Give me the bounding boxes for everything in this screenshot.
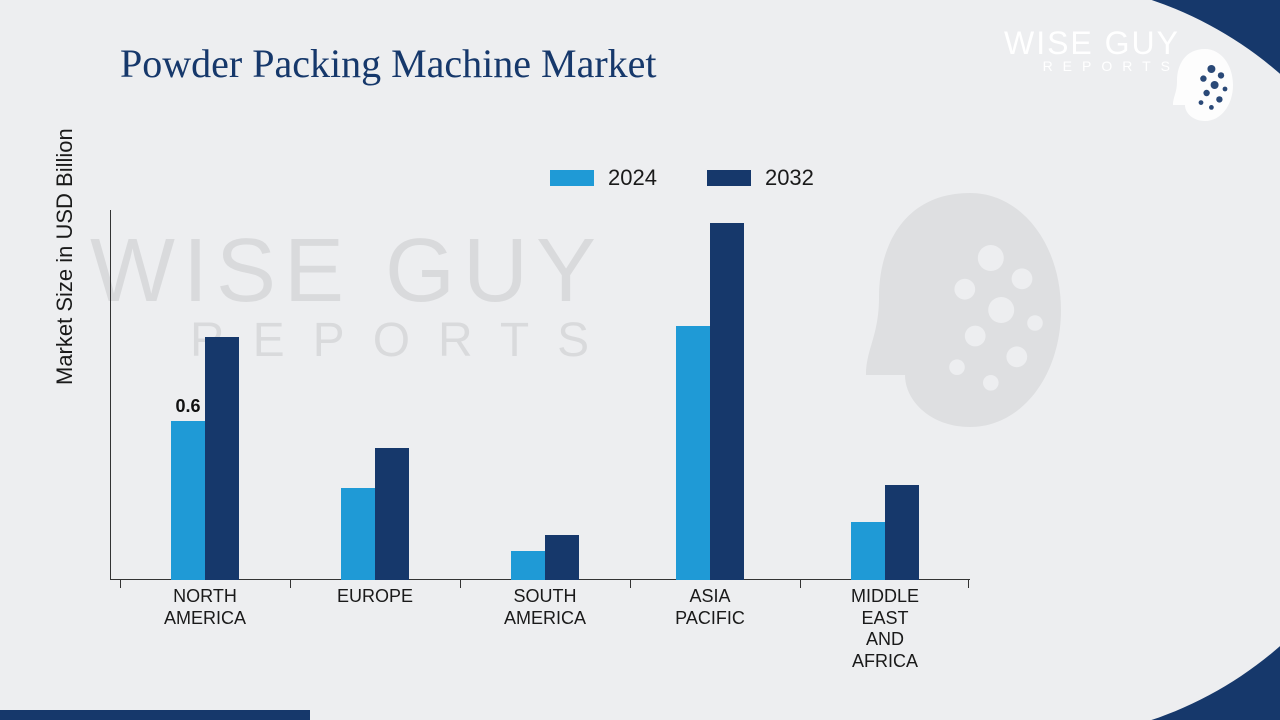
bar-2024 xyxy=(341,488,375,581)
bar-group xyxy=(851,485,919,580)
bar-2032 xyxy=(545,535,579,580)
legend-item-2032: 2032 xyxy=(707,165,814,191)
bar-group xyxy=(341,448,409,580)
bottom-accent-bar xyxy=(0,710,310,720)
legend-label: 2024 xyxy=(608,165,657,191)
legend-label: 2032 xyxy=(765,165,814,191)
bar-2032 xyxy=(205,337,239,580)
bar-2032 xyxy=(375,448,409,580)
logo-line1: WISE GUY xyxy=(1004,25,1180,62)
x-tick xyxy=(290,580,291,588)
bar-2024 xyxy=(851,522,885,580)
legend-swatch xyxy=(707,170,751,186)
bar-2024 xyxy=(676,326,710,580)
x-tick xyxy=(630,580,631,588)
bar-2032 xyxy=(885,485,919,580)
bar-value-label: 0.6 xyxy=(175,396,200,417)
chart-plot-area: NORTHAMERICAEUROPESOUTHAMERICAASIAPACIFI… xyxy=(110,210,970,580)
category-label: NORTHAMERICA xyxy=(164,586,246,629)
bar-group xyxy=(171,337,239,580)
y-axis-label: Market Size in USD Billion xyxy=(52,128,78,385)
bar-2024 xyxy=(171,421,205,580)
bar-group xyxy=(511,535,579,580)
chart-legend: 2024 2032 xyxy=(550,165,814,191)
brand-logo: WISE GUY REPORTS xyxy=(1004,25,1250,74)
category-label: ASIAPACIFIC xyxy=(675,586,745,629)
legend-swatch xyxy=(550,170,594,186)
bar-2024 xyxy=(511,551,545,580)
chart-title: Powder Packing Machine Market xyxy=(120,40,657,87)
legend-item-2024: 2024 xyxy=(550,165,657,191)
x-tick xyxy=(968,580,969,588)
category-label: SOUTHAMERICA xyxy=(504,586,586,629)
x-tick xyxy=(800,580,801,588)
category-label: MIDDLEEASTANDAFRICA xyxy=(851,586,919,672)
y-axis-line xyxy=(110,210,111,580)
category-label: EUROPE xyxy=(337,586,413,608)
bar-group xyxy=(676,223,744,580)
x-tick xyxy=(460,580,461,588)
x-tick xyxy=(120,580,121,588)
bar-2032 xyxy=(710,223,744,580)
infographic-canvas: WISE GUY REPORTS Powder Packing Machine … xyxy=(0,0,1280,720)
